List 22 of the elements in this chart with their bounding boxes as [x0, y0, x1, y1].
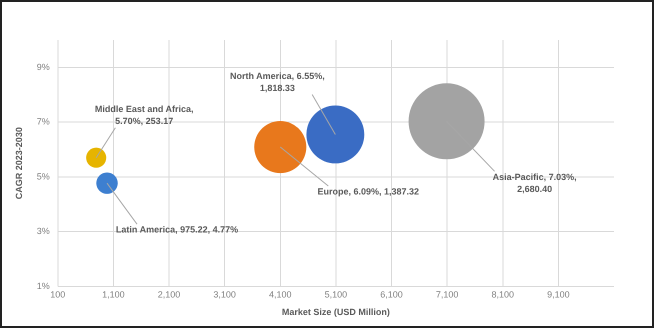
- x-tick-label: 9,100: [547, 289, 570, 300]
- x-tick-label: 5,100: [324, 289, 348, 300]
- x-tick-label: 1,100: [102, 289, 125, 300]
- annotation: Asia-Pacific, 7.03%, 2,680.40: [492, 172, 577, 194]
- annotation: Latin America, 975.22, 4.77%: [116, 224, 238, 235]
- annotation: Europe, 6.09%, 1,387.32: [318, 186, 420, 197]
- x-tick-label: 6,100: [380, 289, 403, 300]
- x-axis-title: Market Size (USD Million): [282, 307, 390, 318]
- x-tick-label: 4,100: [269, 289, 292, 300]
- x-tick-label: 100: [50, 289, 66, 300]
- y-tick-label: 5%: [36, 171, 50, 182]
- x-tick-label: 3,100: [213, 289, 236, 300]
- annotation: North America, 6.55%, 1,818.33: [230, 70, 325, 93]
- y-tick-label: 7%: [36, 116, 50, 127]
- y-tick-label: 1%: [36, 280, 50, 291]
- x-tick-label: 8,100: [491, 289, 514, 300]
- y-tick-label: 9%: [36, 62, 50, 72]
- annotation: Middle East and Africa, 5.70%, 253.17: [94, 104, 194, 126]
- x-tick-label: 7,100: [436, 289, 458, 300]
- y-axis-title: CAGR 2023-2030: [14, 127, 24, 200]
- y-tick-label: 3%: [36, 226, 50, 236]
- x-tick-label: 2,100: [158, 289, 180, 300]
